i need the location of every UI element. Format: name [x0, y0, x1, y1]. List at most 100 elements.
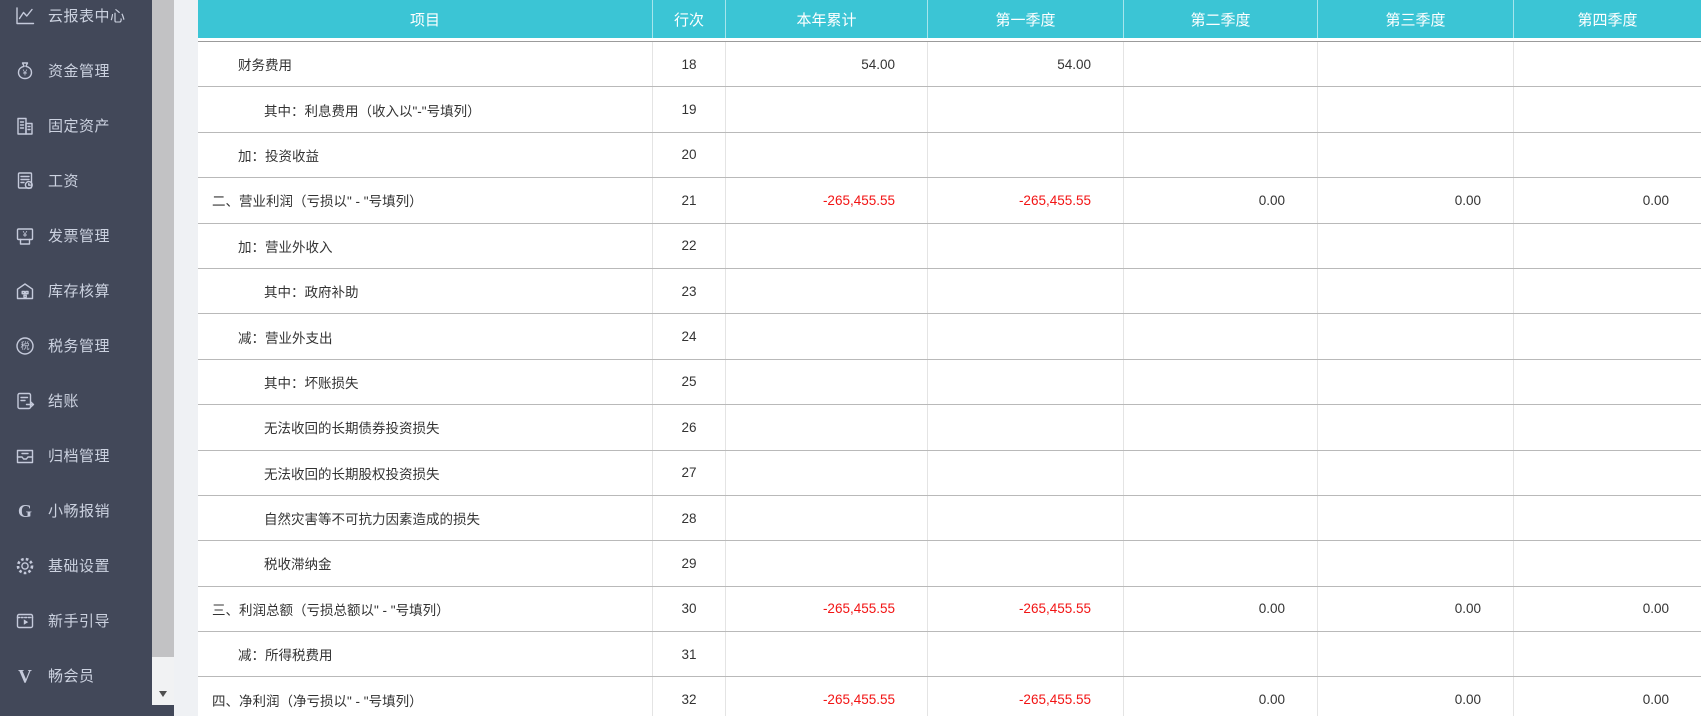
- cell-line-number: 23: [652, 268, 725, 314]
- sidebar-item-payroll[interactable]: 工资: [0, 153, 152, 208]
- sidebar-item-archive[interactable]: 归档管理: [0, 428, 152, 483]
- report-area: 项目 行次 本年累计 第一季度 第二季度 第三季度 第四季度 财务费用 18 54.00 54.0…: [174, 0, 1701, 716]
- cell-q2-value: [1123, 359, 1317, 405]
- invoice-icon: ¥: [13, 225, 37, 247]
- column-header-line: 行次: [652, 0, 725, 38]
- cell-q2-value: [1123, 450, 1317, 495]
- cell-line-number: 19: [652, 87, 725, 132]
- table-header-row: 项目 行次 本年累计 第一季度 第二季度 第三季度 第四季度: [198, 0, 1701, 38]
- sidebar-item-label: 小畅报销: [48, 503, 111, 520]
- cell-q4-value: [1513, 495, 1701, 541]
- cell-q1-value: [927, 405, 1123, 450]
- sidebar-scrollbar[interactable]: [152, 0, 174, 705]
- sidebar-item-cloud-reports[interactable]: 云报表中心: [0, 0, 152, 43]
- table-row: 其中：政府补助 23: [198, 268, 1701, 315]
- sidebar-item-partial[interactable]: [0, 705, 174, 716]
- sidebar-item-label: 新手引导: [48, 613, 111, 630]
- cell-q2-value: [1123, 541, 1317, 586]
- column-header-q2: 第二季度: [1123, 0, 1317, 38]
- cell-q2-value: [1123, 314, 1317, 359]
- sidebar-item-closing[interactable]: 结账: [0, 373, 152, 428]
- cell-q1-value: [927, 541, 1123, 586]
- sidebar-item-funds[interactable]: ¥ 资金管理: [0, 43, 152, 98]
- cell-q2-value: [1123, 223, 1317, 268]
- sidebar-item-member[interactable]: V 畅会员: [0, 648, 152, 703]
- cell-q4-value: [1513, 450, 1701, 495]
- cell-q4-value: 0.00: [1513, 677, 1701, 716]
- cell-q1-value: -265,455.55: [927, 677, 1123, 716]
- money-bag-icon: ¥: [13, 60, 37, 82]
- column-header-q1: 第一季度: [927, 0, 1123, 38]
- building-icon: [13, 115, 37, 137]
- sidebar-item-label: 固定资产: [48, 118, 111, 135]
- sidebar-item-invoices[interactable]: ¥ 发票管理: [0, 208, 152, 263]
- cell-ytd-value: [725, 132, 927, 178]
- sidebar-item-label: 云报表中心: [48, 8, 126, 25]
- cell-line-number: 21: [652, 178, 725, 223]
- warehouse-icon: [13, 280, 37, 302]
- cell-item-name: 减：营业外支出: [238, 330, 333, 346]
- scrollbar-down-button[interactable]: [152, 683, 174, 705]
- table-body: 财务费用 18 54.00 54.00 其中：利息费用（收入以"-"号填列） 19 加：投资…: [198, 41, 1701, 716]
- cell-q1-value: [927, 495, 1123, 541]
- cell-q1-value: [927, 632, 1123, 677]
- svg-text:税: 税: [20, 340, 29, 351]
- cell-line-number: 28: [652, 495, 725, 541]
- cell-q2-value: [1123, 87, 1317, 132]
- cell-item-name: 自然灾害等不可抗力因素造成的损失: [264, 512, 480, 528]
- cell-item-name: 四、净利润（净亏损以" - "号填列）: [212, 693, 423, 709]
- cell-q2-value: [1123, 268, 1317, 314]
- cell-item-name: 无法收回的长期股权投资损失: [264, 466, 440, 482]
- cell-q3-value: [1317, 87, 1513, 132]
- income-statement-table: 项目 行次 本年累计 第一季度 第二季度 第三季度 第四季度 财务费用 18 54.00 54.0…: [198, 0, 1701, 716]
- sidebar-item-reimburse[interactable]: G 小畅报销: [0, 483, 152, 538]
- svg-text:¥: ¥: [22, 68, 28, 77]
- cell-item-name: 财务费用: [238, 58, 292, 74]
- sidebar-item-guide[interactable]: 新手引导: [0, 593, 152, 648]
- sidebar-item-label: 结账: [48, 393, 80, 410]
- cell-q3-value: [1317, 42, 1513, 87]
- cell-line-number: 24: [652, 314, 725, 359]
- cell-q1-value: [927, 359, 1123, 405]
- sidebar-item-inventory[interactable]: 库存核算: [0, 263, 152, 318]
- cell-ytd-value: [725, 359, 927, 405]
- table-row: 四、净利润（净亏损以" - "号填列） 32 -265,455.55 -265,455…: [198, 677, 1701, 716]
- cell-q3-value: [1317, 132, 1513, 178]
- cell-q2-value: [1123, 495, 1317, 541]
- column-header-q3: 第三季度: [1317, 0, 1513, 38]
- svg-text:V: V: [18, 666, 32, 687]
- sidebar-item-fixed-assets[interactable]: 固定资产: [0, 98, 152, 153]
- sidebar-menu: 云报表中心 ¥ 资金管理固定资产工资 ¥ 发票管理库存核算税 税务管理结账归档管理 G 小畅报…: [0, 0, 152, 703]
- scrollbar-thumb[interactable]: [152, 0, 174, 657]
- cell-q2-value: 0.00: [1123, 586, 1317, 632]
- column-header-ytd: 本年累计: [725, 0, 927, 38]
- sidebar-item-tax[interactable]: 税 税务管理: [0, 318, 152, 373]
- cell-line-number: 29: [652, 541, 725, 586]
- cell-q1-value: [927, 314, 1123, 359]
- sidebar-item-settings[interactable]: 基础设置: [0, 538, 152, 593]
- table-row: 无法收回的长期股权投资损失 27: [198, 450, 1701, 496]
- cell-q2-value: 0.00: [1123, 178, 1317, 223]
- cell-q3-value: [1317, 223, 1513, 268]
- cell-ytd-value: [725, 268, 927, 314]
- cell-q4-value: [1513, 87, 1701, 132]
- cell-q4-value: [1513, 632, 1701, 677]
- cell-item-name: 税收滞纳金: [264, 557, 332, 573]
- sidebar-item-label: 库存核算: [48, 283, 111, 300]
- cell-q4-value: [1513, 42, 1701, 87]
- cell-ytd-value: [725, 450, 927, 495]
- cell-line-number: 27: [652, 450, 725, 495]
- cell-q1-value: [927, 87, 1123, 132]
- cell-line-number: 32: [652, 677, 725, 716]
- cell-q2-value: [1123, 632, 1317, 677]
- cell-ytd-value: 54.00: [725, 42, 927, 87]
- cell-line-number: 30: [652, 586, 725, 632]
- cell-q4-value: [1513, 359, 1701, 405]
- cell-item-name: 无法收回的长期债券投资损失: [264, 421, 440, 437]
- sidebar-item-label: 工资: [48, 173, 80, 190]
- cell-ytd-value: -265,455.55: [725, 677, 927, 716]
- guide-video-icon: [13, 610, 37, 632]
- table-row: 减：所得税费用 31: [198, 632, 1701, 678]
- table-row: 其中：坏账损失 25: [198, 359, 1701, 406]
